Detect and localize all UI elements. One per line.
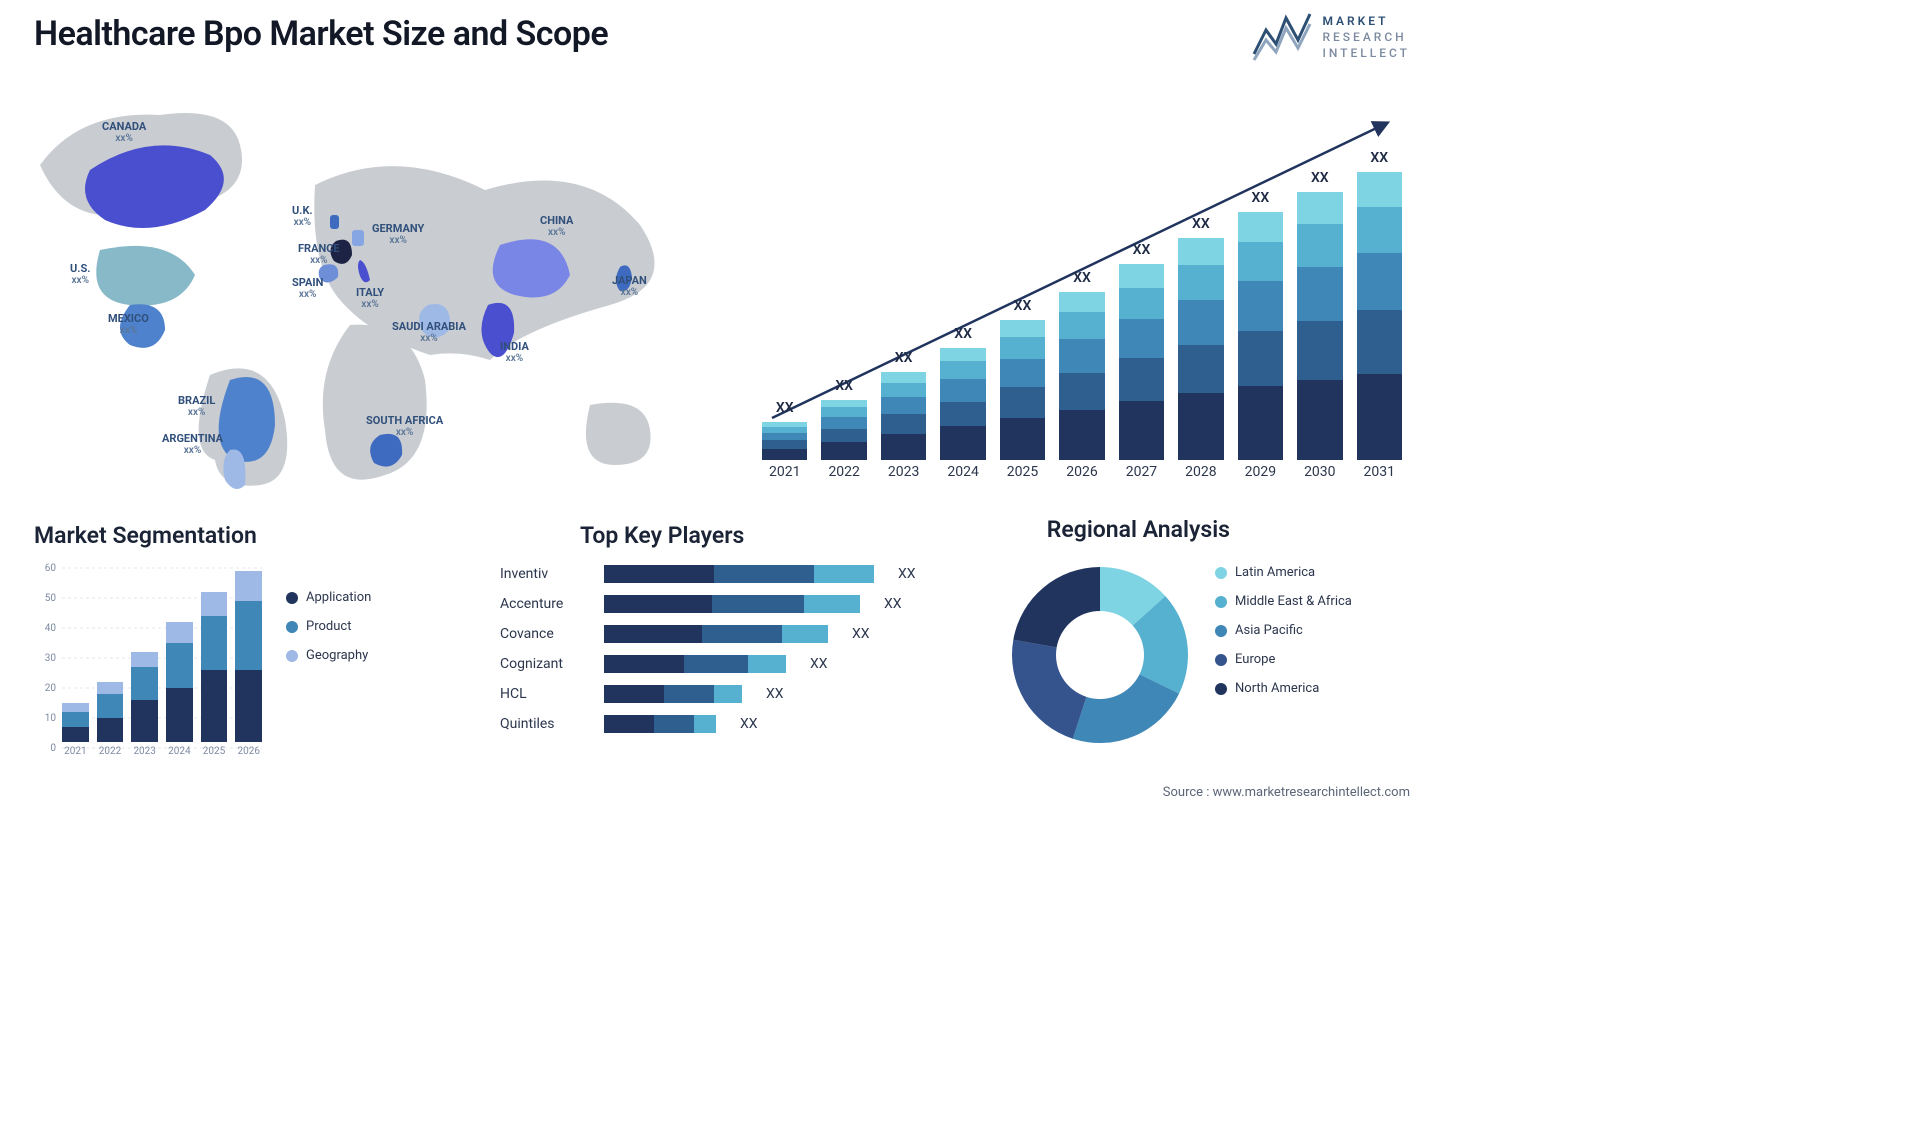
- world-map: CANADAxx% U.S.xx% MEXICOxx% BRAZILxx% ARGENT…: [30, 95, 710, 495]
- svg-text:10: 10: [45, 713, 57, 724]
- brand-line2: RESEARCH: [1322, 29, 1410, 45]
- svg-text:50: 50: [45, 593, 57, 604]
- legend-item: Application: [286, 590, 371, 605]
- segmentation-bar: [235, 571, 262, 742]
- regional-title: Regional Analysis: [1047, 516, 1230, 543]
- map-label: CANADAxx%: [102, 121, 146, 144]
- segmentation-chart: 0102030405060 202120222023202420252026 A…: [34, 560, 394, 790]
- player-row: CognizantXX: [500, 655, 950, 673]
- forecast-bar: XX: [1119, 242, 1164, 460]
- forecast-bar: XX: [1000, 298, 1045, 460]
- player-row: AccentureXX: [500, 595, 950, 613]
- player-row: HCLXX: [500, 685, 950, 703]
- svg-text:20: 20: [45, 683, 57, 694]
- forecast-bar: XX: [940, 326, 985, 460]
- donut-slice: [1013, 567, 1100, 647]
- svg-text:40: 40: [45, 623, 57, 634]
- map-label: SPAINxx%: [292, 277, 323, 300]
- svg-text:0: 0: [50, 743, 56, 754]
- legend-item: Product: [286, 619, 371, 634]
- map-label: MEXICOxx%: [108, 313, 149, 336]
- map-label: SOUTH AFRICAxx%: [366, 415, 443, 438]
- forecast-chart: XXXXXXXXXXXXXXXXXXXXXX 20212022202320242…: [762, 108, 1402, 488]
- brand-line1: MARKET: [1322, 13, 1410, 29]
- forecast-bar: XX: [1059, 270, 1104, 460]
- brand-mark-icon: [1252, 10, 1312, 64]
- forecast-bar: XX: [1238, 190, 1283, 460]
- segmentation-bar: [131, 652, 158, 742]
- segmentation-bar: [62, 703, 89, 742]
- forecast-bar: XX: [881, 350, 926, 460]
- legend-item: Middle East & Africa: [1215, 594, 1352, 609]
- legend-item: Asia Pacific: [1215, 623, 1352, 638]
- player-row: InventivXX: [500, 565, 950, 583]
- map-label: GERMANYxx%: [372, 223, 424, 246]
- segmentation-title: Market Segmentation: [34, 522, 257, 549]
- player-row: QuintilesXX: [500, 715, 950, 733]
- map-label: FRANCExx%: [298, 243, 340, 266]
- map-label: U.K.xx%: [292, 205, 313, 228]
- forecast-bar: XX: [1297, 170, 1342, 460]
- svg-text:30: 30: [45, 653, 57, 664]
- brand-line3: INTELLECT: [1322, 45, 1410, 61]
- segmentation-bar: [201, 592, 228, 742]
- forecast-bar: XX: [1357, 150, 1402, 460]
- legend-item: Latin America: [1215, 565, 1352, 580]
- regional-donut: Latin America Middle East & Africa Asia Pa…: [1000, 545, 1410, 795]
- map-label: INDIAxx%: [500, 341, 529, 364]
- donut-slice: [1012, 640, 1086, 739]
- segmentation-bar: [97, 682, 124, 742]
- players-chart: InventivXX AccentureXX CovanceXX CognizantX…: [500, 560, 950, 790]
- map-label: JAPANxx%: [612, 275, 647, 298]
- players-title: Top Key Players: [580, 522, 744, 549]
- map-label: ITALYxx%: [356, 287, 384, 310]
- map-label: U.S.xx%: [70, 263, 90, 286]
- legend-item: Geography: [286, 648, 371, 663]
- forecast-bar: XX: [821, 378, 866, 460]
- segmentation-bar: [166, 622, 193, 742]
- map-label: ARGENTINAxx%: [162, 433, 223, 456]
- forecast-bar: XX: [1178, 216, 1223, 460]
- legend-item: North America: [1215, 681, 1352, 696]
- legend-item: Europe: [1215, 652, 1352, 667]
- map-label: CHINAxx%: [540, 215, 573, 238]
- player-row: CovanceXX: [500, 625, 950, 643]
- forecast-bar: XX: [762, 400, 807, 460]
- source-note: Source : www.marketresearchintellect.com: [1163, 785, 1410, 800]
- map-label: SAUDI ARABIAxx%: [392, 321, 466, 344]
- page-title: Healthcare Bpo Market Size and Scope: [34, 14, 608, 54]
- svg-text:60: 60: [45, 563, 57, 574]
- map-label: BRAZILxx%: [178, 395, 215, 418]
- brand-logo: MARKET RESEARCH INTELLECT: [1252, 10, 1410, 64]
